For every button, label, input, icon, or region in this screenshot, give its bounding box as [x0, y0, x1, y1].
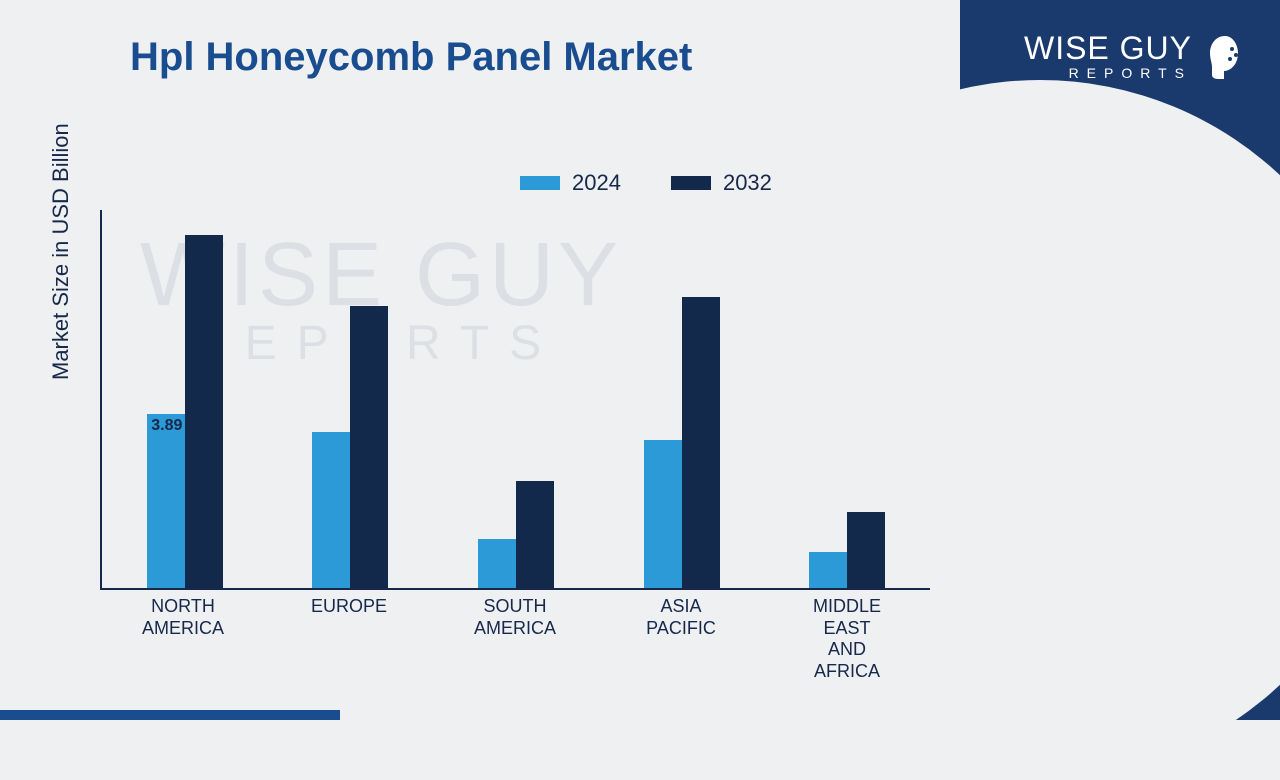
legend-item-2032: 2032	[671, 170, 772, 196]
chart-title: Hpl Honeycomb Panel Market	[130, 35, 692, 80]
x-axis-label: NORTHAMERICA	[123, 596, 243, 682]
bar-2024	[147, 414, 185, 588]
bar-group: 3.89	[147, 235, 223, 588]
legend-swatch-2024	[520, 176, 560, 190]
bar-group	[478, 481, 554, 588]
head-icon	[1200, 31, 1250, 81]
x-axis-label: SOUTHAMERICA	[455, 596, 575, 682]
bottom-accent-bar	[0, 710, 340, 720]
x-axis-label: ASIAPACIFIC	[621, 596, 741, 682]
bar-2032	[185, 235, 223, 588]
brand-logo: WISE GUY REPORTS	[1024, 30, 1250, 81]
x-axis-labels: NORTHAMERICA EUROPE SOUTHAMERICA ASIAPACIFI…	[100, 596, 930, 682]
bar-2032	[350, 306, 388, 588]
x-axis-label: EUROPE	[289, 596, 409, 682]
logo-sub-text: REPORTS	[1024, 65, 1192, 81]
bar-2024	[478, 539, 516, 588]
bar-2032	[682, 297, 720, 588]
x-axis-label: MIDDLEEASTANDAFRICA	[787, 596, 907, 682]
bar-2024	[312, 432, 350, 588]
bar-2032	[847, 512, 885, 588]
bar-group	[809, 512, 885, 588]
y-axis-label: Market Size in USD Billion	[48, 123, 74, 380]
bar-2024	[809, 552, 847, 588]
logo-main-text: WISE GUY	[1024, 30, 1192, 67]
legend-item-2024: 2024	[520, 170, 621, 196]
legend-swatch-2032	[671, 176, 711, 190]
bar-group	[644, 297, 720, 588]
legend-label-2032: 2032	[723, 170, 772, 196]
legend-label-2024: 2024	[572, 170, 621, 196]
bar-2024	[644, 440, 682, 588]
bar-value-label: 3.89	[137, 417, 197, 435]
bar-2032	[516, 481, 554, 588]
chart-legend: 2024 2032	[520, 170, 772, 196]
bar-group	[312, 306, 388, 588]
bar-chart: 3.89	[100, 210, 930, 590]
bars-container: 3.89	[102, 210, 930, 588]
